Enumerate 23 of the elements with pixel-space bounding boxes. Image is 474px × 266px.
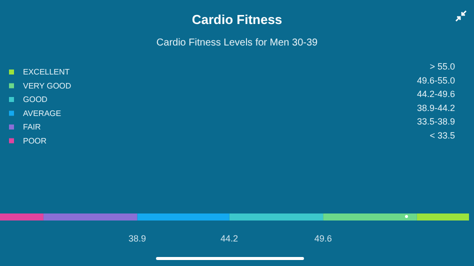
legend-label: POOR <box>23 136 47 146</box>
x-tick-label: 38.9 <box>128 234 146 244</box>
bar <box>229 214 324 220</box>
legend-label: VERY GOOD <box>23 81 72 90</box>
x-tick-label: 44.2 <box>220 234 238 244</box>
legend-label: GOOD <box>23 95 48 104</box>
text: 44.2-49.6 <box>416 89 455 99</box>
bar <box>416 214 469 220</box>
x-tick-label: 49.6 <box>314 234 332 244</box>
legend-label: EXCELLENT <box>23 68 70 76</box>
bar <box>0 214 44 220</box>
bar <box>137 214 230 220</box>
chart-subtitle: Cardio Fitness Levels for Men 30-39 <box>156 38 318 48</box>
text: 33.5-38.9 <box>416 116 455 126</box>
bar <box>43 214 138 220</box>
bar <box>323 214 417 220</box>
chart-title: Cardio Fitness <box>192 12 282 27</box>
text: 49.6-55.0 <box>416 75 455 86</box>
legend-label: FAIR <box>23 122 42 132</box>
text: > 55.0 <box>430 62 455 72</box>
text: < 33.5 <box>430 130 455 140</box>
text: 38.9-44.2 <box>416 102 455 113</box>
legend-label: AVERAGE <box>23 108 62 118</box>
